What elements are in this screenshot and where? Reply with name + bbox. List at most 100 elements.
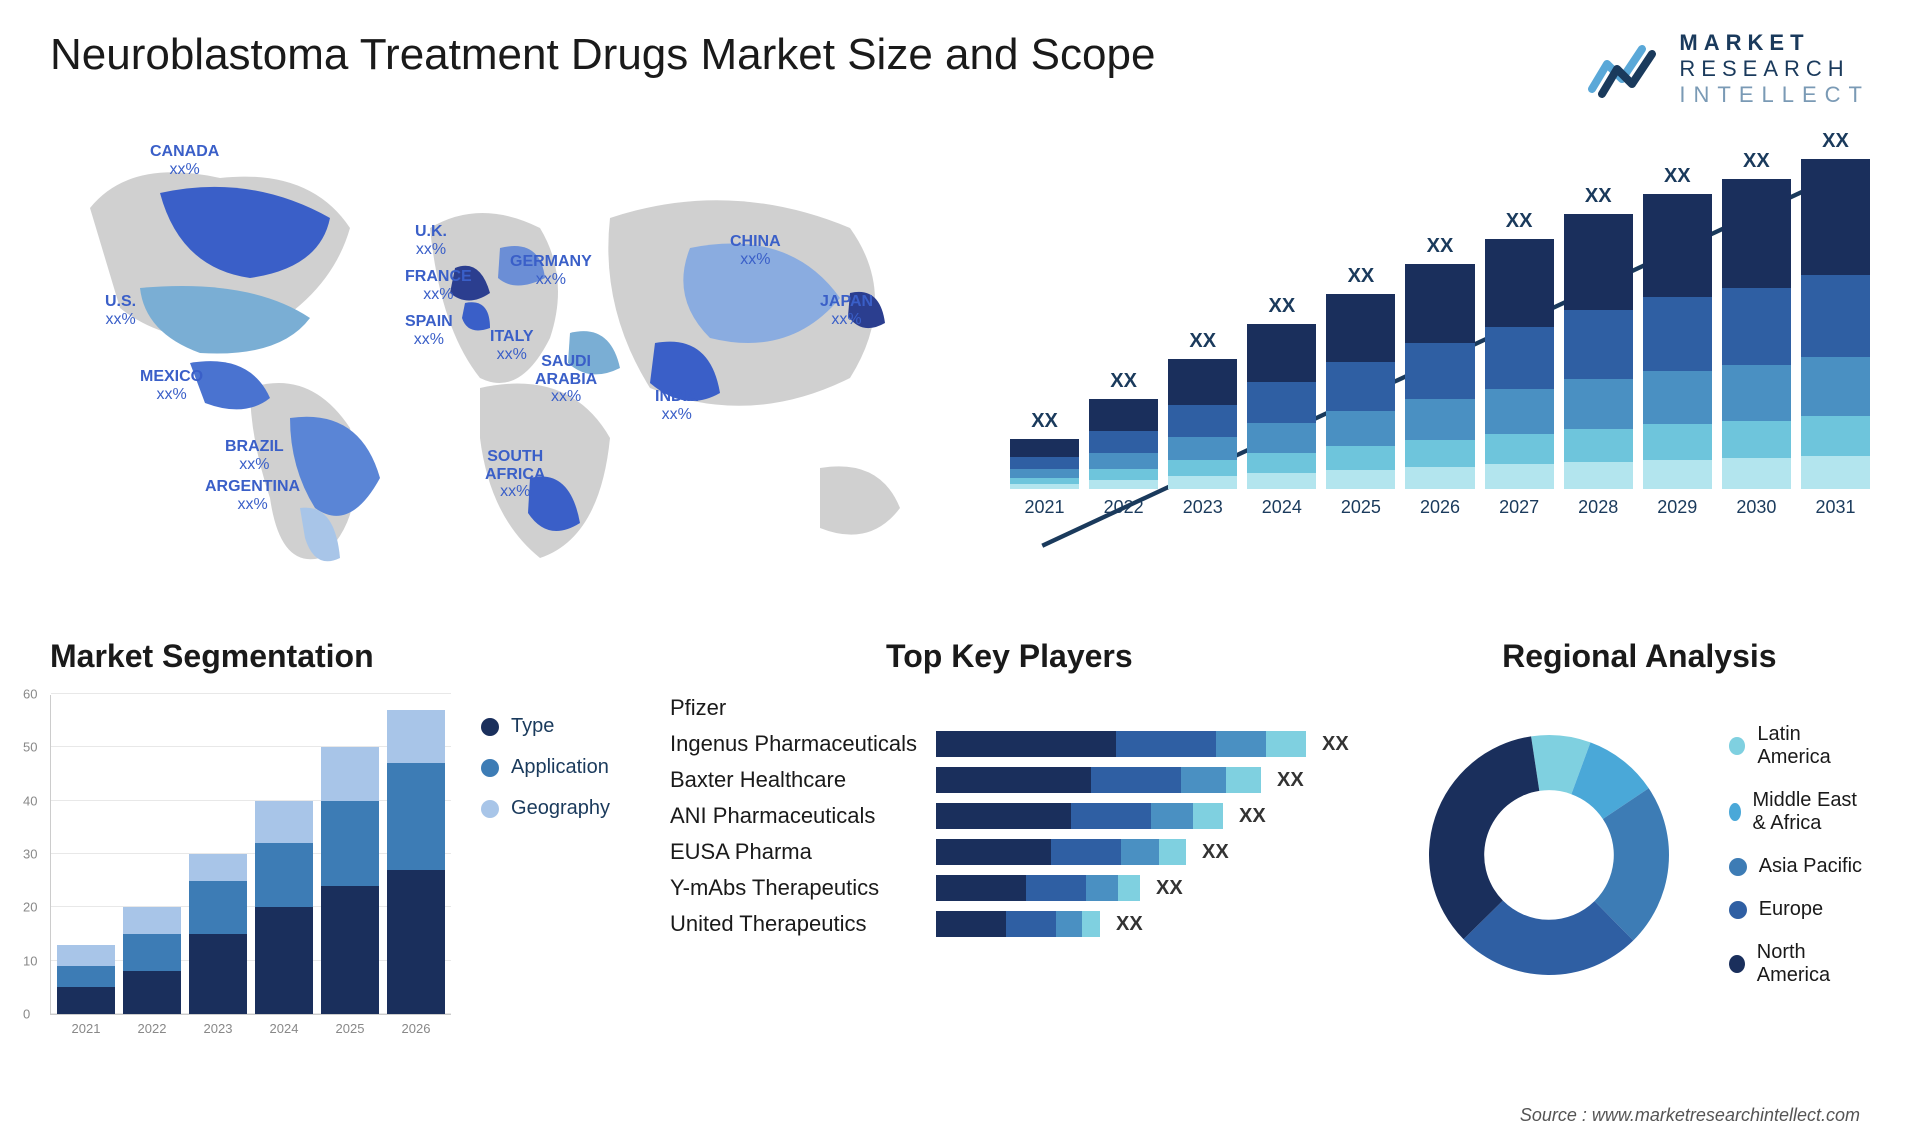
player-name: Y-mAbs Therapeutics <box>670 875 920 901</box>
top-row: CANADAxx% U.S.xx% MEXICOxx% BRAZILxx% ARGENT… <box>50 138 1870 588</box>
player-value: XX <box>1322 733 1349 756</box>
seg-bar-2021: 2021 <box>57 945 115 1014</box>
growth-bar-label: XX <box>1348 265 1375 288</box>
seg-legend-label: Geography <box>511 797 610 820</box>
player-row: ANI Pharmaceuticals XX <box>670 803 1349 829</box>
seg-bar-2022: 2022 <box>123 907 181 1014</box>
map-label-japan: JAPANxx% <box>820 293 873 328</box>
growth-bar-label: XX <box>1506 210 1533 233</box>
world-map: CANADAxx% U.S.xx% MEXICOxx% BRAZILxx% ARGENT… <box>50 138 950 588</box>
header: Neuroblastoma Treatment Drugs Market Siz… <box>50 30 1870 108</box>
seg-xlabel: 2021 <box>72 1021 101 1036</box>
growth-bar-2024: XX 2024 <box>1247 295 1316 518</box>
logo-line3: INTELLECT <box>1679 82 1870 108</box>
growth-bar-label: XX <box>1743 150 1770 173</box>
growth-bar-2028: XX 2028 <box>1564 185 1633 518</box>
regional-legend-label: North America <box>1757 941 1870 987</box>
player-name: EUSA Pharma <box>670 839 920 865</box>
growth-xlabel: 2025 <box>1341 497 1381 518</box>
regional-legend-label: Middle East & Africa <box>1753 789 1871 835</box>
seg-xlabel: 2025 <box>336 1021 365 1036</box>
map-label-southnafrica: SOUTHAFRICAxx% <box>485 448 545 501</box>
growth-xlabel: 2030 <box>1736 497 1776 518</box>
seg-legend-item: Type <box>481 715 610 738</box>
growth-xlabel: 2024 <box>1262 497 1302 518</box>
seg-bar-2023: 2023 <box>189 854 247 1014</box>
growth-bar-label: XX <box>1664 165 1691 188</box>
segmentation-chart: 0102030405060202120222023202420252026 Ty… <box>50 695 610 1015</box>
map-label-uk: U.K.xx% <box>415 223 447 258</box>
seg-ytick: 50 <box>23 740 37 755</box>
donut-slice <box>1429 736 1539 939</box>
seg-ytick: 30 <box>23 847 37 862</box>
seg-ytick: 10 <box>23 953 37 968</box>
growth-bar-label: XX <box>1268 295 1295 318</box>
map-label-us: U.S.xx% <box>105 293 136 328</box>
growth-bar-2030: XX 2030 <box>1722 150 1791 518</box>
growth-bar-label: XX <box>1822 130 1849 153</box>
segmentation-bars: 0102030405060202120222023202420252026 <box>50 695 451 1015</box>
regional-panel: Regional Analysis Latin AmericaMiddle Ea… <box>1409 638 1870 1015</box>
player-row: Pfizer <box>670 695 1349 721</box>
growth-bar-label: XX <box>1585 185 1612 208</box>
growth-xlabel: 2028 <box>1578 497 1618 518</box>
growth-bar-2027: XX 2027 <box>1485 210 1554 518</box>
seg-bar-2024: 2024 <box>255 801 313 1014</box>
segmentation-legend: Type Application Geography <box>481 695 610 1015</box>
seg-bar-2025: 2025 <box>321 747 379 1014</box>
regional-legend-item: Europe <box>1729 898 1870 921</box>
regional-legend-label: Europe <box>1759 898 1824 921</box>
seg-bar-2026: 2026 <box>387 710 445 1014</box>
player-row: Y-mAbs Therapeutics XX <box>670 875 1349 901</box>
regional-legend-item: North America <box>1729 941 1870 987</box>
growth-bar-2025: XX 2025 <box>1326 265 1395 518</box>
regional-legend-label: Asia Pacific <box>1759 855 1862 878</box>
logo-line2: RESEARCH <box>1679 56 1870 82</box>
player-name: United Therapeutics <box>670 911 920 937</box>
regional-legend-item: Middle East & Africa <box>1729 789 1870 835</box>
player-name: Ingenus Pharmaceuticals <box>670 731 920 757</box>
map-label-saudinarabia: SAUDIARABIAxx% <box>535 353 597 406</box>
player-bar <box>936 731 1306 757</box>
growth-bar-label: XX <box>1110 370 1137 393</box>
seg-xlabel: 2022 <box>138 1021 167 1036</box>
growth-xlabel: 2026 <box>1420 497 1460 518</box>
map-label-germany: GERMANYxx% <box>510 253 592 288</box>
growth-bar-2031: XX 2031 <box>1801 130 1870 518</box>
seg-ytick: 60 <box>23 687 37 702</box>
map-label-france: FRANCExx% <box>405 268 472 303</box>
player-row: United Therapeutics XX <box>670 911 1349 937</box>
seg-legend-item: Application <box>481 756 610 779</box>
growth-xlabel: 2031 <box>1815 497 1855 518</box>
player-name: ANI Pharmaceuticals <box>670 803 920 829</box>
map-label-mexico: MEXICOxx% <box>140 368 203 403</box>
map-label-brazil: BRAZILxx% <box>225 438 284 473</box>
player-value: XX <box>1202 841 1229 864</box>
logo-icon <box>1587 39 1667 99</box>
seg-legend-label: Type <box>511 715 554 738</box>
player-value: XX <box>1239 805 1266 828</box>
players-title: Top Key Players <box>670 638 1349 675</box>
player-value: XX <box>1156 877 1183 900</box>
map-label-argentina: ARGENTINAxx% <box>205 478 300 513</box>
player-bar <box>936 803 1223 829</box>
bottom-row: Market Segmentation 01020304050602021202… <box>50 638 1870 1015</box>
player-bar <box>936 839 1186 865</box>
map-label-canada: CANADAxx% <box>150 143 219 178</box>
growth-bar-2021: XX2021 <box>1010 410 1079 518</box>
player-name: Pfizer <box>670 695 920 721</box>
seg-ytick: 40 <box>23 793 37 808</box>
regional-legend-item: Asia Pacific <box>1729 855 1870 878</box>
map-label-italy: ITALYxx% <box>490 328 534 363</box>
growth-bar-chart: XX2021XX2022XX2023XX2024XX2025XX2026XX20… <box>1010 138 1870 588</box>
seg-ytick: 0 <box>23 1007 30 1022</box>
seg-legend-item: Geography <box>481 797 610 820</box>
seg-xlabel: 2026 <box>402 1021 431 1036</box>
regional-title: Regional Analysis <box>1409 638 1870 675</box>
key-players-panel: Top Key Players Pfizer Ingenus Pharmaceut… <box>670 638 1349 1015</box>
player-name: Baxter Healthcare <box>670 767 920 793</box>
growth-xlabel: 2027 <box>1499 497 1539 518</box>
player-row: Baxter HealthcareXX <box>670 767 1349 793</box>
logo-text: MARKET RESEARCH INTELLECT <box>1679 30 1870 108</box>
player-value: XX <box>1116 913 1143 936</box>
